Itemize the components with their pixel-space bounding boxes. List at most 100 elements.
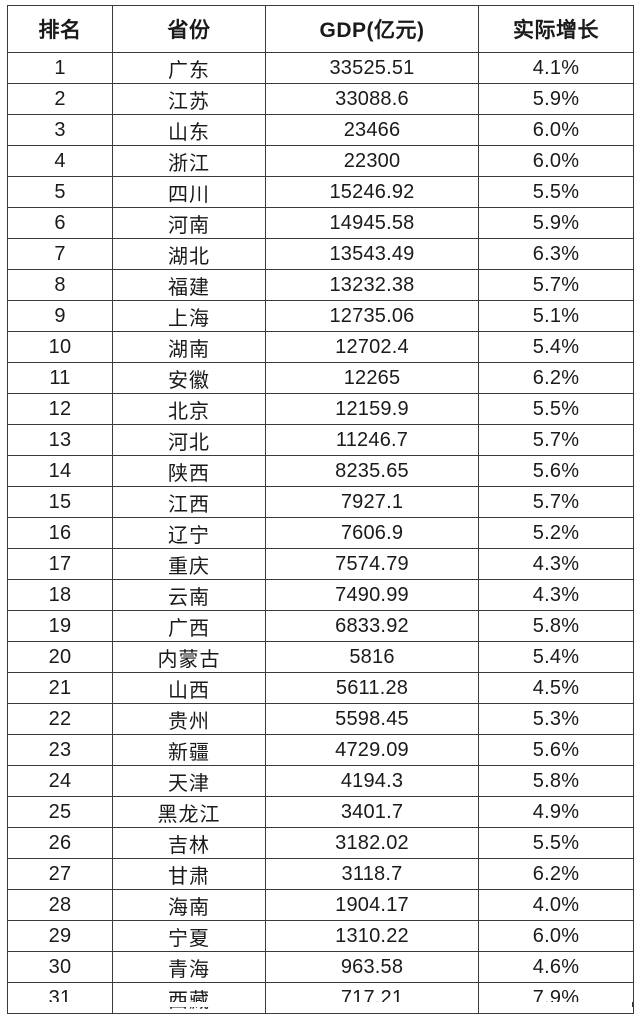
table-cell-gdp: 3118.7 [265,858,479,890]
table-cell-gdp: 14945.58 [265,207,479,239]
table-cell-province: 上海 [112,300,266,332]
table-row: 27 甘肃 3118.7 6.2% [7,858,634,890]
table-cell-province: 四川 [112,176,266,208]
table-header-row: 排名 省份 GDP(亿元) 实际增长 [7,5,634,53]
table-cell-growth: 5.7% [478,424,634,456]
table-cell-province: 宁夏 [112,920,266,952]
table-row: 13 河北 11246.7 5.7% [7,424,634,456]
table-row: 8 福建 13232.38 5.7% [7,269,634,301]
table-cell-growth: 4.0% [478,889,634,921]
table-row: 23 新疆 4729.09 5.6% [7,734,634,766]
table-row: 30 青海 963.58 4.6% [7,951,634,983]
table-cell-growth: 5.5% [478,827,634,859]
table-cell-province: 陕西 [112,455,266,487]
table-cell-gdp: 13543.49 [265,238,479,270]
table-cell-province: 山东 [112,114,266,146]
table-row: 24 天津 4194.3 5.8% [7,765,634,797]
table-cell-rank: 30 [7,951,113,983]
table-cell-rank: 19 [7,610,113,642]
table-cell-growth: 4.6% [478,951,634,983]
table-cell-gdp: 3182.02 [265,827,479,859]
table-cell-rank: 8 [7,269,113,301]
table-cell-growth: 5.3% [478,703,634,735]
table-cell-growth: 5.6% [478,455,634,487]
table-cell-province: 西藏 [112,982,266,1014]
gdp-ranking-table-container: 排名 省份 GDP(亿元) 实际增长 1 广东 33525.51 4.1% 2 江苏 330… [7,5,634,1014]
column-header-province: 省份 [112,5,266,53]
table-cell-province: 广东 [112,52,266,84]
table-cell-province: 江苏 [112,83,266,115]
table-cell-province: 浙江 [112,145,266,177]
table-cell-rank: 23 [7,734,113,766]
table-cell-gdp: 4729.09 [265,734,479,766]
table-cell-province: 重庆 [112,548,266,580]
cutoff-cell-growth [478,1002,633,1007]
table-cell-rank: 22 [7,703,113,735]
table-cell-gdp: 717.21 [265,982,479,1014]
table-cell-rank: 29 [7,920,113,952]
table-cell-rank: 16 [7,517,113,549]
table-cell-gdp: 12735.06 [265,300,479,332]
table-cell-gdp: 13232.38 [265,269,479,301]
table-cell-rank: 4 [7,145,113,177]
table-cell-rank: 12 [7,393,113,425]
table-cell-gdp: 23466 [265,114,479,146]
table-row: 10 湖南 12702.4 5.4% [7,331,634,363]
table-row: 28 海南 1904.17 4.0% [7,889,634,921]
table-cell-gdp: 5816 [265,641,479,673]
table-cell-province: 天津 [112,765,266,797]
table-header: 排名 省份 GDP(亿元) 实际增长 [7,5,634,53]
table-row: 1 广东 33525.51 4.1% [7,52,634,84]
cutoff-cell-province [112,1002,266,1007]
table-cell-growth: 4.9% [478,796,634,828]
table-cell-rank: 25 [7,796,113,828]
table-cell-growth: 4.1% [478,52,634,84]
column-header-rank: 排名 [7,5,113,53]
table-row: 19 广西 6833.92 5.8% [7,610,634,642]
table-cell-gdp: 963.58 [265,951,479,983]
table-cell-growth: 5.4% [478,331,634,363]
table-cell-province: 河北 [112,424,266,456]
table-cell-growth: 6.2% [478,858,634,890]
table-cell-province: 湖南 [112,331,266,363]
table-cell-growth: 7.9% [478,982,634,1014]
table-row: 16 辽宁 7606.9 5.2% [7,517,634,549]
table-cell-growth: 5.8% [478,765,634,797]
table-cell-gdp: 12159.9 [265,393,479,425]
table-cell-province: 河南 [112,207,266,239]
table-cell-gdp: 12702.4 [265,331,479,363]
table-cell-province: 吉林 [112,827,266,859]
table-cell-rank: 31 [7,982,113,1014]
table-cell-growth: 5.7% [478,269,634,301]
table-cell-rank: 18 [7,579,113,611]
table-cell-rank: 1 [7,52,113,84]
table-cell-province: 新疆 [112,734,266,766]
table-cell-gdp: 5598.45 [265,703,479,735]
table-row: 14 陕西 8235.65 5.6% [7,455,634,487]
column-header-gdp: GDP(亿元) [265,5,479,53]
table-cell-province: 辽宁 [112,517,266,549]
table-cell-rank: 6 [7,207,113,239]
table-row: 11 安徽 12265 6.2% [7,362,634,394]
table-cell-growth: 5.5% [478,176,634,208]
table-cell-province: 黑龙江 [112,796,266,828]
table-cell-gdp: 33088.6 [265,83,479,115]
table-row-partial-cutoff [7,1002,633,1007]
table-cell-growth: 6.3% [478,238,634,270]
table-row: 17 重庆 7574.79 4.3% [7,548,634,580]
table-cell-growth: 5.7% [478,486,634,518]
table-cell-growth: 5.1% [478,300,634,332]
table-row: 5 四川 15246.92 5.5% [7,176,634,208]
table-row: 18 云南 7490.99 4.3% [7,579,634,611]
table-cell-gdp: 15246.92 [265,176,479,208]
gdp-ranking-table: 排名 省份 GDP(亿元) 实际增长 1 广东 33525.51 4.1% 2 江苏 330… [7,5,634,1014]
table-row: 29 宁夏 1310.22 6.0% [7,920,634,952]
table-cell-gdp: 1904.17 [265,889,479,921]
table-cell-gdp: 11246.7 [265,424,479,456]
table-cell-province: 福建 [112,269,266,301]
table-cell-growth: 5.2% [478,517,634,549]
table-cell-gdp: 7490.99 [265,579,479,611]
table-cell-growth: 4.3% [478,579,634,611]
table-cell-growth: 6.0% [478,114,634,146]
column-header-growth: 实际增长 [478,5,634,53]
